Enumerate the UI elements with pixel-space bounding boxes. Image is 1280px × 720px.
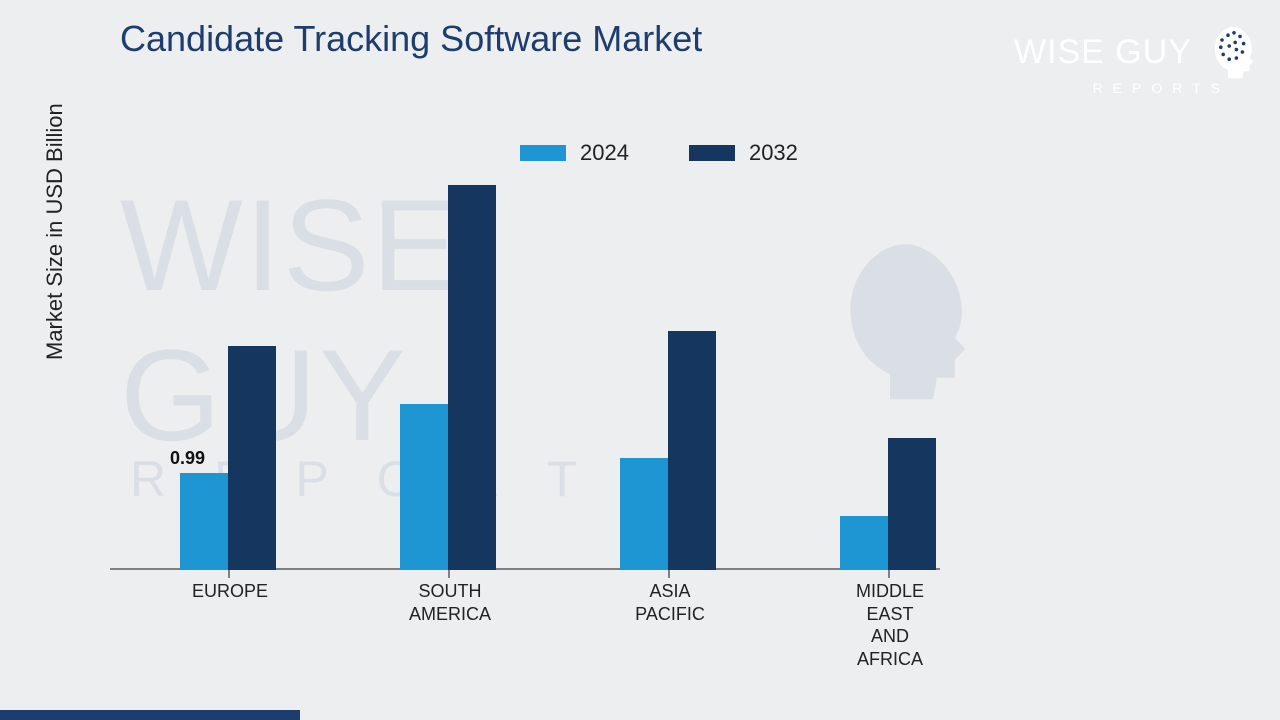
y-axis-label: Market Size in USD Billion	[42, 103, 68, 360]
plot-area: 0.99	[110, 180, 940, 570]
bar-2024-sam	[400, 404, 448, 570]
brand-sub: REPORTS	[1014, 80, 1230, 96]
legend: 2024 2032	[520, 140, 798, 166]
legend-swatch-2032	[689, 145, 735, 161]
legend-swatch-2024	[520, 145, 566, 161]
bar-2032-mea	[888, 438, 936, 570]
bar-2024-mea	[840, 516, 888, 570]
bar-2032-europe	[228, 346, 276, 570]
x-label-sam: SOUTHAMERICA	[380, 580, 520, 625]
bar-2032-sam	[448, 185, 496, 570]
x-label-europe: EUROPE	[160, 580, 300, 603]
x-label-mea: MIDDLEEASTANDAFRICA	[820, 580, 960, 670]
chart-canvas: WISE GUY REPORTS Candidate Tracking Soft…	[0, 0, 1280, 720]
x-label-apac: ASIAPACIFIC	[600, 580, 740, 625]
bottom-accent-bar	[0, 710, 300, 720]
legend-item-2032: 2032	[689, 140, 798, 166]
bar-2024-apac	[620, 458, 668, 570]
brand-main: WISE GUY	[1014, 33, 1192, 72]
bar-value-label: 0.99	[170, 448, 205, 469]
bar-2024-europe	[180, 473, 228, 570]
head-dots-icon	[1198, 22, 1258, 82]
x-axis-labels: EUROPESOUTHAMERICAASIAPACIFICMIDDLEEASTA…	[110, 572, 940, 692]
legend-label-2032: 2032	[749, 140, 798, 166]
chart-title: Candidate Tracking Software Market	[120, 18, 702, 60]
legend-item-2024: 2024	[520, 140, 629, 166]
brand-logo: WISE GUY REPORTS	[1014, 22, 1258, 96]
bar-2032-apac	[668, 331, 716, 570]
legend-label-2024: 2024	[580, 140, 629, 166]
